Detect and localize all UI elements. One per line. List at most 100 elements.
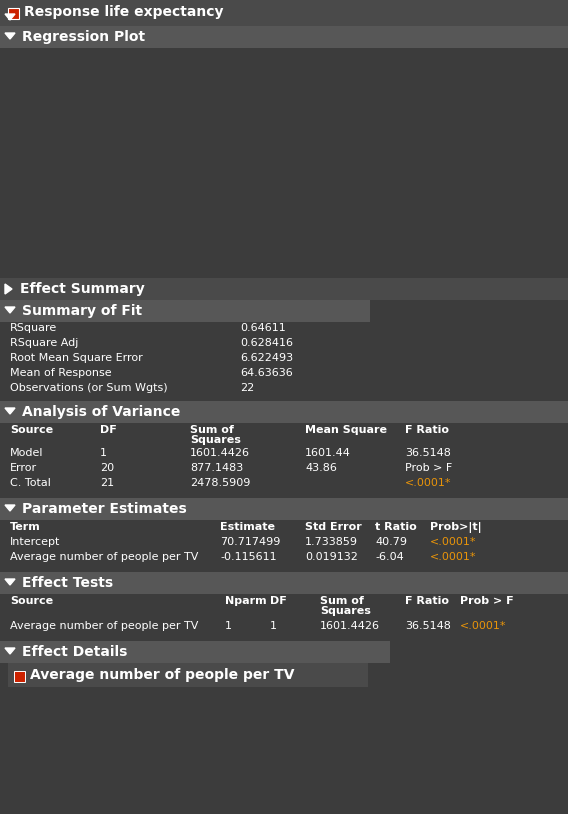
Text: Mean Square: Mean Square [305, 425, 387, 435]
Polygon shape [5, 284, 12, 294]
Text: -0.115611: -0.115611 [220, 552, 277, 562]
Text: 877.1483: 877.1483 [190, 463, 243, 473]
Bar [0, 48, 568, 278]
Polygon shape [5, 648, 15, 654]
Point [75, 128, 84, 141]
Text: 1.733859: 1.733859 [305, 537, 358, 547]
Bar [8, 8, 19, 19]
Text: 0.64611: 0.64611 [240, 323, 286, 333]
Text: Observations (or Sum Wgts): Observations (or Sum Wgts) [10, 383, 168, 393]
Text: Prob > F: Prob > F [405, 463, 452, 473]
Text: Average number of people per TV: Average number of people per TV [30, 668, 294, 682]
Polygon shape [5, 408, 15, 414]
Polygon shape [5, 14, 15, 20]
Text: 1: 1 [225, 621, 232, 631]
Text: <.0001*: <.0001* [430, 552, 477, 562]
Y-axis label: life expectancy: life expectancy [15, 98, 26, 178]
Point [69, 112, 78, 125]
Text: F Ratio: F Ratio [405, 425, 449, 435]
Bar [14, 671, 25, 682]
Text: <.0001*: <.0001* [430, 537, 477, 547]
Text: 1601.4426: 1601.4426 [320, 621, 380, 631]
Text: Parameter Estimates: Parameter Estimates [22, 502, 187, 516]
Bar [0, 498, 568, 520]
Polygon shape [5, 579, 15, 585]
Text: Effect Tests: Effect Tests [22, 576, 113, 590]
Bar [8, 663, 368, 687]
Polygon shape [5, 33, 15, 39]
Bar [8, 8, 19, 19]
Text: 40.79: 40.79 [375, 537, 407, 547]
Text: 0.628416: 0.628416 [240, 338, 293, 348]
Text: 6.622493: 6.622493 [240, 353, 293, 363]
Text: Prob > F: Prob > F [460, 596, 513, 606]
Text: Root Mean Square Error: Root Mean Square Error [10, 353, 143, 363]
Text: 21: 21 [100, 478, 114, 488]
Polygon shape [5, 505, 15, 511]
Text: Std Error: Std Error [305, 522, 362, 532]
Text: Regression Plot: Regression Plot [22, 30, 145, 44]
Point [421, 177, 430, 190]
Bar [0, 401, 568, 423]
Text: Summary of Fit: Summary of Fit [22, 304, 142, 318]
Point [62, 112, 72, 125]
Point [61, 95, 70, 108]
Text: 1: 1 [100, 448, 107, 458]
Text: Response life expectancy: Response life expectancy [24, 5, 223, 19]
Text: Nparm: Nparm [225, 596, 266, 606]
Bar [0, 278, 568, 300]
Point [512, 157, 521, 170]
X-axis label: Average number of people per TV: Average number of people per TV [216, 244, 392, 254]
Text: Squares: Squares [190, 435, 241, 445]
Bar [14, 671, 25, 682]
Text: 1: 1 [270, 621, 277, 631]
Text: F Ratio: F Ratio [405, 596, 449, 606]
Polygon shape [5, 307, 15, 313]
Text: Prob>|t|: Prob>|t| [430, 522, 482, 533]
Text: Sum of: Sum of [190, 425, 234, 435]
Point [67, 112, 76, 125]
Bar [0, 572, 568, 594]
Point [79, 99, 88, 112]
Text: 20: 20 [100, 463, 114, 473]
Text: t Ratio: t Ratio [375, 522, 417, 532]
Point [451, 198, 460, 211]
Text: 36.5148: 36.5148 [405, 621, 451, 631]
Text: Estimate: Estimate [220, 522, 275, 532]
Text: C. Total: C. Total [10, 478, 51, 488]
Text: <.0001*: <.0001* [405, 478, 452, 488]
Point [49, 62, 58, 75]
Text: DF: DF [270, 596, 287, 606]
Text: Model: Model [10, 448, 44, 458]
Point [447, 169, 456, 182]
Text: Mean of Response: Mean of Response [10, 368, 112, 378]
Point [228, 157, 237, 170]
Bar [0, 300, 370, 322]
Bar [0, 26, 568, 48]
Text: Source: Source [10, 425, 53, 435]
Text: Intercept: Intercept [10, 537, 60, 547]
Text: Analysis of Variance: Analysis of Variance [22, 405, 181, 419]
Text: DF: DF [100, 425, 117, 435]
Text: Error: Error [10, 463, 37, 473]
Text: 22: 22 [240, 383, 254, 393]
Point [49, 74, 58, 87]
Bar [0, 0, 568, 26]
Text: 0.019132: 0.019132 [305, 552, 358, 562]
Text: 2478.5909: 2478.5909 [190, 478, 250, 488]
Text: Term: Term [10, 522, 41, 532]
Point [107, 173, 116, 186]
Text: 1601.44: 1601.44 [305, 448, 351, 458]
Text: Source: Source [10, 596, 53, 606]
Text: 36.5148: 36.5148 [405, 448, 451, 458]
Point [57, 82, 66, 95]
Text: 64.63636: 64.63636 [240, 368, 293, 378]
Text: Average number of people per TV: Average number of people per TV [10, 552, 198, 562]
Text: RSquare Adj: RSquare Adj [10, 338, 78, 348]
Bar [0, 641, 390, 663]
Text: Sum of: Sum of [320, 596, 364, 606]
Point [53, 74, 62, 87]
Text: 70.717499: 70.717499 [220, 537, 281, 547]
Text: RSquare: RSquare [10, 323, 57, 333]
Point [465, 165, 474, 178]
